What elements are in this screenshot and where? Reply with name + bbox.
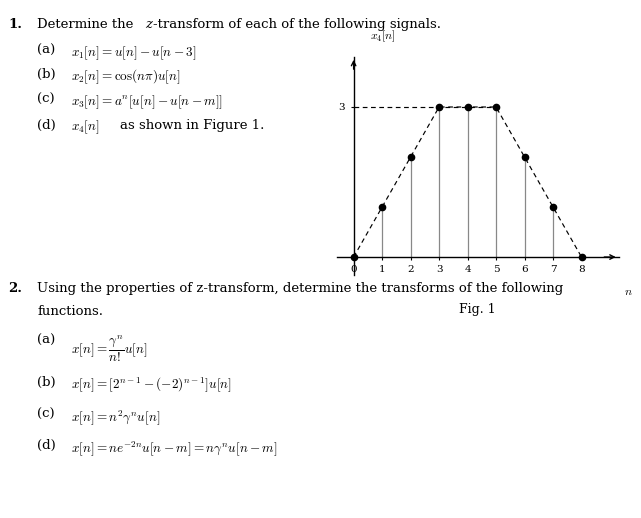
Text: 2.: 2. bbox=[8, 282, 22, 295]
Text: (d): (d) bbox=[37, 119, 56, 132]
Text: (a): (a) bbox=[37, 44, 55, 57]
Text: $n$: $n$ bbox=[624, 285, 633, 298]
Text: (a): (a) bbox=[37, 334, 55, 347]
Text: functions.: functions. bbox=[37, 305, 103, 318]
Text: $x_1[n]=u[n]-u[n-3]$: $x_1[n]=u[n]-u[n-3]$ bbox=[71, 44, 196, 62]
Text: $x[n]=\dfrac{\gamma^n}{n!}u[n]$: $x[n]=\dfrac{\gamma^n}{n!}u[n]$ bbox=[71, 334, 147, 365]
Text: $x_4[n]$: $x_4[n]$ bbox=[370, 28, 396, 44]
Text: $x_2[n]=\cos(n\pi)u[n]$: $x_2[n]=\cos(n\pi)u[n]$ bbox=[71, 68, 180, 87]
Text: 1.: 1. bbox=[8, 18, 22, 31]
Text: (b): (b) bbox=[37, 376, 56, 388]
Text: (c): (c) bbox=[37, 93, 54, 106]
Text: $x[n]=n^2\gamma^n u[n]$: $x[n]=n^2\gamma^n u[n]$ bbox=[71, 408, 160, 426]
Text: Determine the: Determine the bbox=[37, 18, 138, 31]
Text: z: z bbox=[145, 18, 152, 31]
Text: $x[n]=ne^{-2n}u[n-m]=n\gamma^n u[n-m]$: $x[n]=ne^{-2n}u[n-m]=n\gamma^n u[n-m]$ bbox=[71, 439, 277, 457]
Text: Using the properties of z-transform, determine the transforms of the following: Using the properties of z-transform, det… bbox=[37, 282, 563, 295]
Text: -transform of each of the following signals.: -transform of each of the following sign… bbox=[153, 18, 441, 31]
Text: as shown in Figure 1.: as shown in Figure 1. bbox=[120, 119, 264, 132]
Text: $x[n]=[2^{n-1}-(-2)^{n-1}]u[n]$: $x[n]=[2^{n-1}-(-2)^{n-1}]u[n]$ bbox=[71, 376, 231, 394]
Text: (b): (b) bbox=[37, 68, 56, 81]
Text: Fig. 1: Fig. 1 bbox=[459, 303, 496, 316]
Text: (c): (c) bbox=[37, 408, 54, 421]
Text: $x_3[n]=a^n[u[n]-u[n-m]]$: $x_3[n]=a^n[u[n]-u[n-m]]$ bbox=[71, 93, 222, 111]
Text: (d): (d) bbox=[37, 439, 56, 452]
Text: $x_4[n]$: $x_4[n]$ bbox=[71, 119, 99, 136]
